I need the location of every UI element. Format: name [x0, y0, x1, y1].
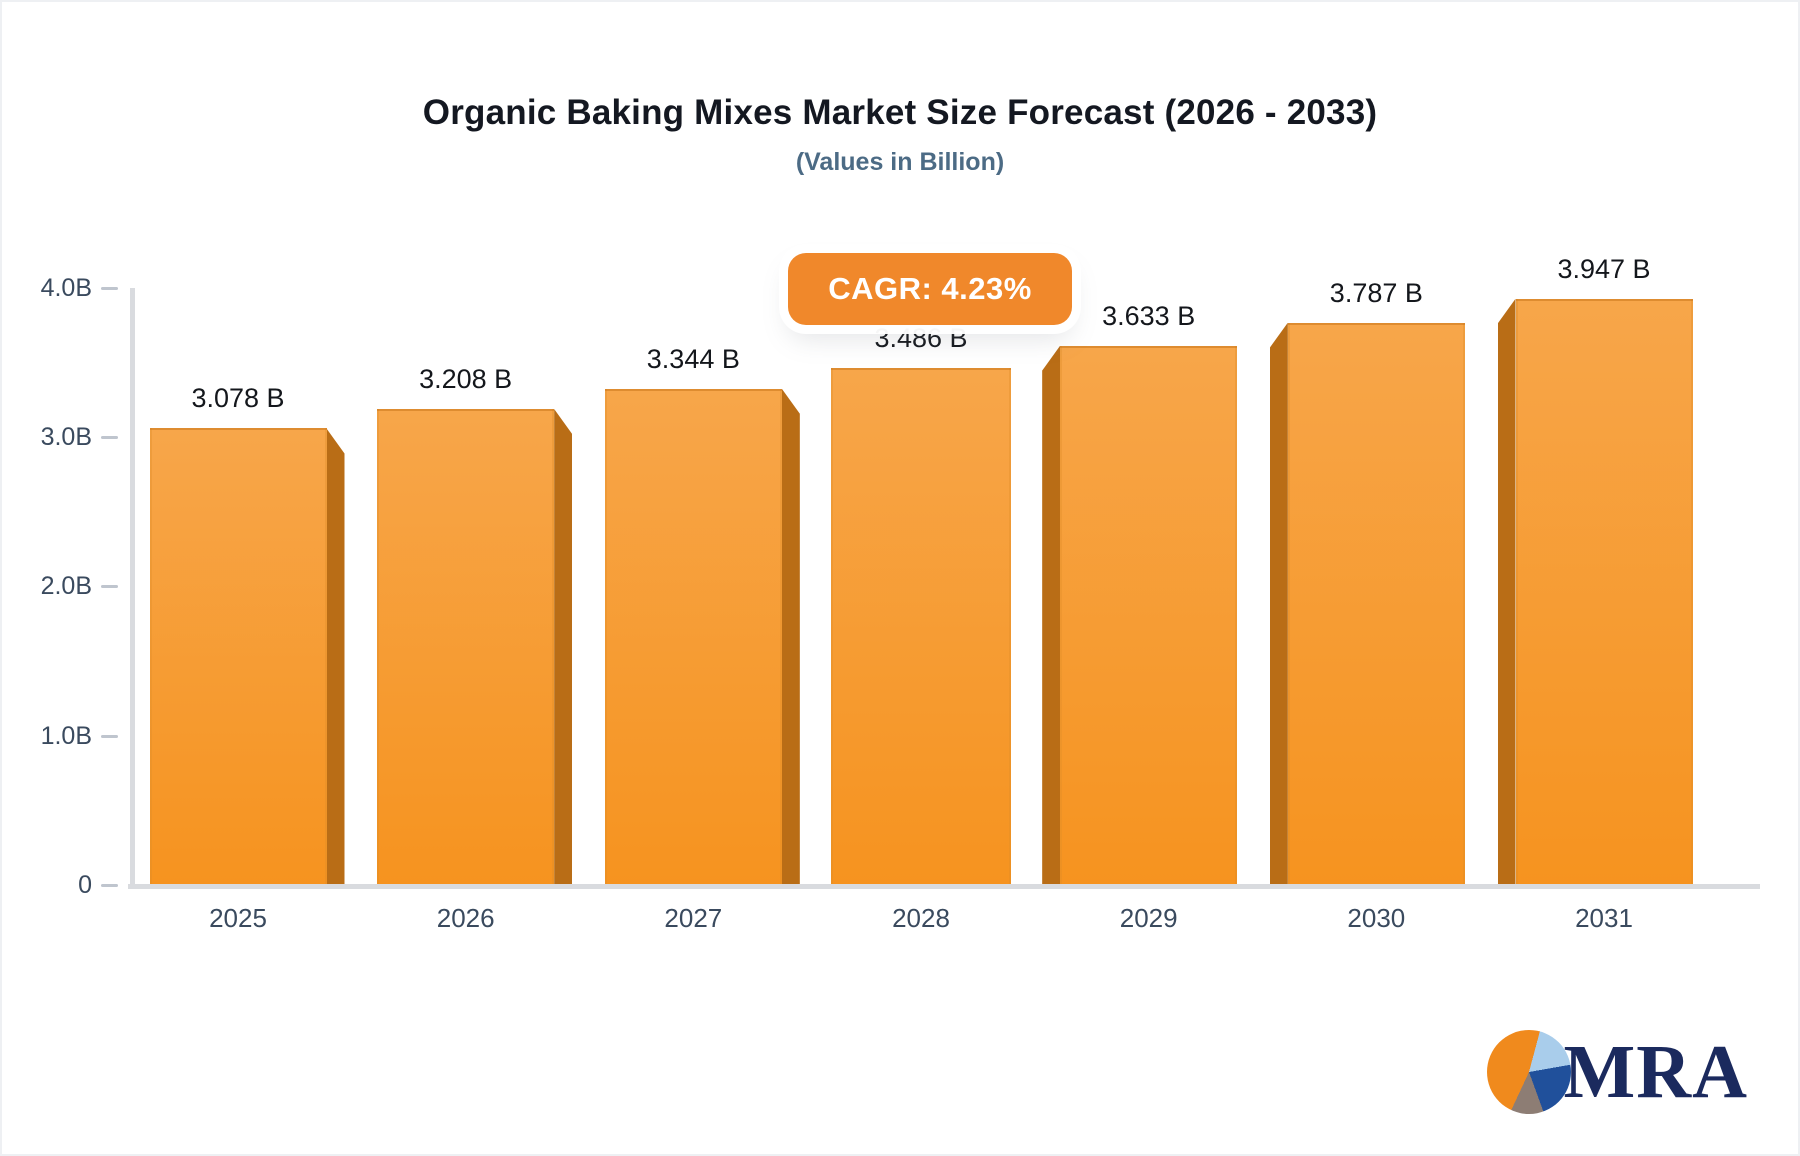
bar-2025: 3.078 B — [149, 383, 327, 888]
y-tick-mark — [101, 585, 118, 589]
x-tick-label: 2027 — [664, 903, 723, 933]
cagr-badge: CAGR: 4.23% — [788, 253, 1072, 325]
brand-logo-text: MRA — [1563, 1030, 1748, 1114]
bar-value-label: 3.078 B — [191, 383, 285, 414]
x-tick-label: 2031 — [1575, 903, 1633, 933]
y-tick-mark — [101, 884, 118, 887]
bar-value-label: 3.787 B — [1329, 277, 1423, 308]
y-tick-mark — [101, 734, 118, 738]
bar-value-label: 3.486 B — [874, 322, 968, 353]
bar-group: 3.078 B — [149, 383, 345, 888]
x-tick-label: 2026 — [436, 903, 495, 933]
bar-group: 3.947 B — [1497, 254, 1693, 888]
x-tick-label: 2028 — [892, 903, 950, 933]
bar-2026: 3.208 B — [377, 364, 555, 888]
y-tick-mark — [101, 436, 118, 440]
bar-2027: 3.344 B — [604, 344, 782, 888]
chart-title: Organic Baking Mixes Market Size Forecas… — [422, 93, 1378, 132]
bar-2031: 3.947 B — [1515, 254, 1693, 888]
y-axis-line — [130, 288, 135, 888]
bar-3d-side — [1269, 322, 1288, 888]
bar-group: 3.344 B — [604, 344, 800, 888]
brand-logo: MRA — [1487, 1022, 1748, 1122]
x-tick-label: 2025 — [209, 903, 267, 933]
bar-group: 3.787 B — [1269, 278, 1465, 888]
y-tick-mark — [101, 286, 118, 290]
bar-group: 3.208 B — [377, 364, 573, 888]
bar-3d-side — [1497, 298, 1516, 888]
bar-3d-side — [781, 388, 800, 888]
y-tick-label: 2.0B — [40, 572, 92, 601]
bar-3d-side — [1042, 345, 1061, 888]
bar-3d-side — [554, 409, 573, 888]
bar-2029: 3.633 B — [1060, 301, 1238, 888]
y-tick-label: 4.0B — [40, 273, 92, 302]
bar-value-label: 3.947 B — [1557, 253, 1651, 284]
bar-3d-side — [326, 428, 345, 888]
pie-chart-logo-icon — [1487, 1030, 1572, 1114]
y-tick-label: 0 — [78, 871, 92, 899]
chart-header: Organic Baking Mixes Market Size Forecas… — [0, 92, 1800, 177]
bar-value-label: 3.344 B — [646, 343, 740, 374]
y-tick-label: 1.0B — [40, 721, 92, 750]
x-tick-label: 2030 — [1347, 903, 1406, 933]
bar-value-label: 3.208 B — [419, 364, 513, 395]
bar-value-label: 3.633 B — [1102, 300, 1196, 331]
bar-2030: 3.787 B — [1287, 278, 1465, 888]
bar-group: 3.486 B — [831, 323, 1011, 888]
chart-subtitle: (Values in Billion) — [795, 148, 1005, 176]
x-axis-line — [128, 884, 1760, 889]
bar-group: 3.633 B — [1042, 301, 1238, 888]
y-tick-label: 3.0B — [40, 423, 92, 452]
bar-2028: 3.486 B — [831, 323, 1011, 888]
x-tick-label: 2029 — [1119, 903, 1178, 933]
